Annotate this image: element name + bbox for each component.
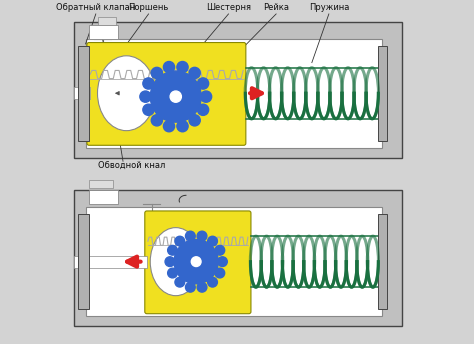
Circle shape	[185, 282, 195, 292]
Text: Обратный клапан: Обратный клапан	[56, 2, 136, 12]
Bar	[378, 46, 387, 141]
FancyBboxPatch shape	[87, 43, 246, 145]
Circle shape	[143, 104, 154, 115]
Circle shape	[168, 268, 177, 278]
Circle shape	[177, 62, 188, 73]
Bar	[78, 46, 89, 141]
Circle shape	[197, 231, 207, 241]
Ellipse shape	[98, 56, 155, 131]
Text: Обводной кнал: Обводной кнал	[98, 161, 165, 170]
Text: Поршень: Поршень	[128, 2, 169, 12]
Circle shape	[168, 245, 177, 255]
Text: Пружина: Пружина	[309, 2, 349, 12]
Bar	[89, 180, 113, 189]
Bar	[89, 25, 118, 39]
Bar	[73, 256, 147, 268]
Bar	[378, 214, 387, 309]
Circle shape	[198, 104, 209, 115]
Circle shape	[191, 257, 201, 267]
Circle shape	[177, 120, 188, 132]
Circle shape	[215, 245, 225, 255]
Bar	[73, 87, 90, 99]
Circle shape	[208, 236, 218, 246]
Text: Шестерня: Шестерня	[206, 2, 251, 12]
Circle shape	[185, 231, 195, 241]
Circle shape	[201, 91, 212, 102]
Circle shape	[175, 277, 185, 287]
Circle shape	[174, 239, 219, 284]
Ellipse shape	[150, 228, 201, 296]
Bar	[89, 190, 118, 204]
Bar	[78, 214, 89, 309]
Circle shape	[218, 257, 228, 267]
FancyBboxPatch shape	[73, 22, 402, 158]
Circle shape	[165, 257, 175, 267]
FancyBboxPatch shape	[86, 39, 382, 148]
Circle shape	[143, 78, 154, 89]
FancyBboxPatch shape	[73, 190, 402, 326]
Circle shape	[215, 268, 225, 278]
Circle shape	[164, 120, 174, 132]
Circle shape	[197, 282, 207, 292]
Circle shape	[189, 67, 200, 78]
Circle shape	[189, 115, 200, 126]
Circle shape	[140, 91, 151, 102]
Circle shape	[151, 115, 163, 126]
Circle shape	[164, 62, 174, 73]
Circle shape	[151, 67, 163, 78]
Circle shape	[198, 78, 209, 89]
FancyBboxPatch shape	[145, 211, 251, 314]
Circle shape	[150, 71, 201, 122]
FancyBboxPatch shape	[86, 207, 382, 316]
Circle shape	[208, 277, 218, 287]
Bar	[98, 17, 116, 25]
Circle shape	[170, 91, 182, 102]
Circle shape	[175, 236, 185, 246]
Text: Рейка: Рейка	[263, 2, 289, 12]
